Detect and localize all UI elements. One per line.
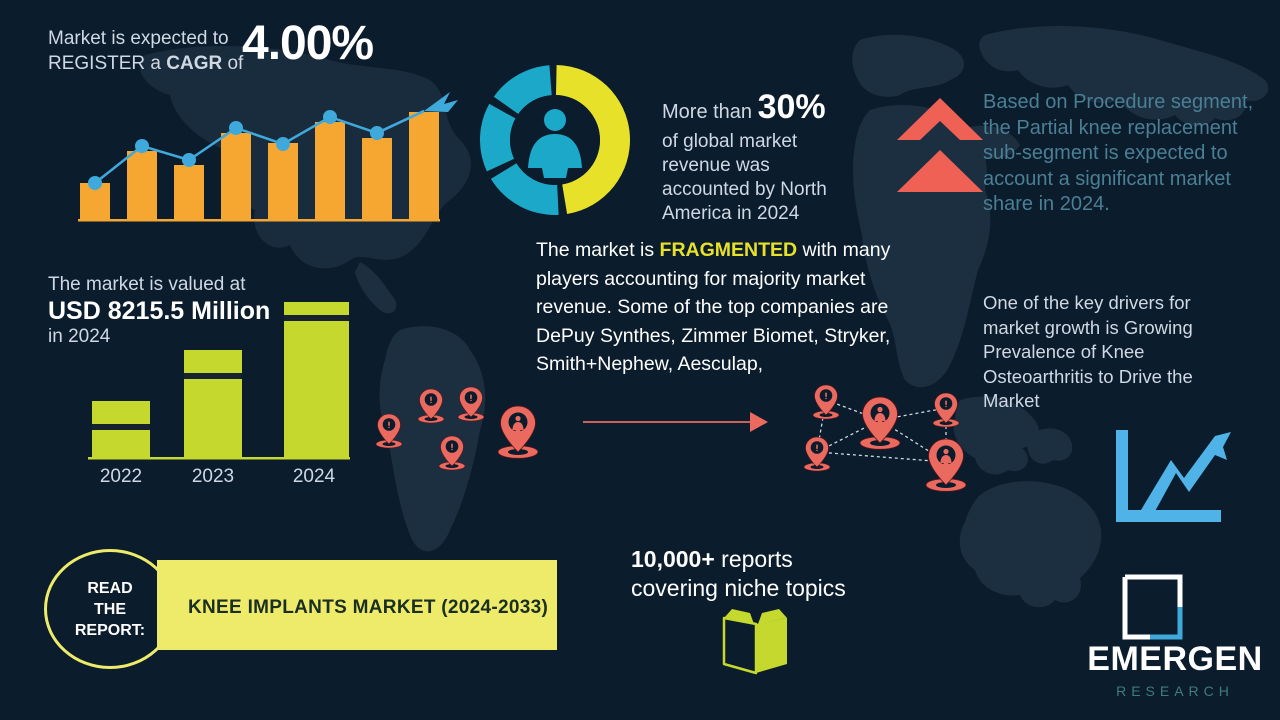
svg-text:2024: 2024	[293, 466, 336, 487]
svg-text:2023: 2023	[192, 466, 234, 487]
svg-text:2022: 2022	[100, 466, 142, 487]
